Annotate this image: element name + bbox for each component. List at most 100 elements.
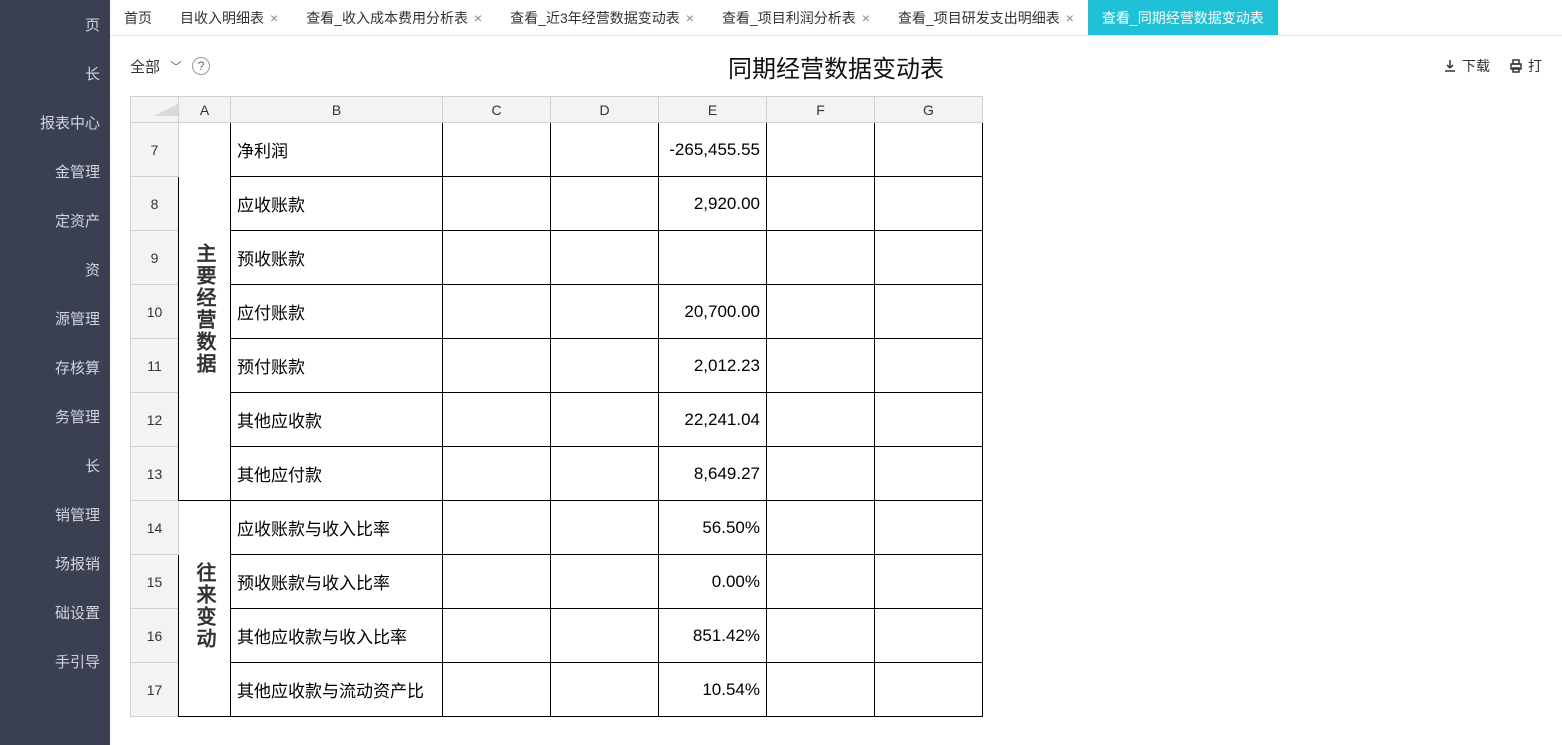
col-header-A[interactable]: A — [179, 97, 231, 123]
row-header[interactable]: 13 — [131, 447, 179, 501]
cell[interactable] — [875, 447, 983, 501]
row-header[interactable]: 16 — [131, 609, 179, 663]
cell[interactable]: 2,920.00 — [659, 177, 767, 231]
cell[interactable]: 0.00% — [659, 555, 767, 609]
col-header-B[interactable]: B — [231, 97, 443, 123]
cell[interactable] — [443, 339, 551, 393]
cell[interactable]: -265,455.55 — [659, 123, 767, 177]
cell[interactable] — [443, 123, 551, 177]
cell[interactable] — [443, 285, 551, 339]
cell[interactable]: 其他应收款 — [231, 393, 443, 447]
cell[interactable] — [767, 177, 875, 231]
cell[interactable]: 其他应付款 — [231, 447, 443, 501]
cell[interactable] — [443, 393, 551, 447]
cell[interactable] — [767, 231, 875, 285]
cell[interactable] — [551, 501, 659, 555]
col-header-C[interactable]: C — [443, 97, 551, 123]
cell[interactable] — [875, 555, 983, 609]
cell[interactable]: 2,012.23 — [659, 339, 767, 393]
cell[interactable] — [875, 339, 983, 393]
row-header[interactable]: 11 — [131, 339, 179, 393]
cell[interactable]: 预收账款与收入比率 — [231, 555, 443, 609]
cell[interactable] — [767, 393, 875, 447]
cell[interactable]: 应付账款 — [231, 285, 443, 339]
cell[interactable] — [659, 231, 767, 285]
cell[interactable] — [767, 663, 875, 717]
cell[interactable] — [551, 393, 659, 447]
col-header-G[interactable]: G — [875, 97, 983, 123]
cell[interactable] — [551, 177, 659, 231]
cell[interactable]: 应收账款与收入比率 — [231, 501, 443, 555]
cell[interactable] — [875, 609, 983, 663]
cell[interactable] — [875, 177, 983, 231]
cell[interactable] — [767, 339, 875, 393]
cell[interactable]: 应收账款 — [231, 177, 443, 231]
sidebar-item-4[interactable]: 定资产 — [0, 196, 110, 245]
row-header[interactable]: 15 — [131, 555, 179, 609]
cell[interactable]: 20,700.00 — [659, 285, 767, 339]
cell[interactable] — [767, 609, 875, 663]
sidebar-item-11[interactable]: 场报销 — [0, 539, 110, 588]
cell[interactable] — [551, 339, 659, 393]
sidebar-item-2[interactable]: 报表中心 — [0, 98, 110, 147]
cell[interactable]: 8,649.27 — [659, 447, 767, 501]
cell[interactable]: 其他应收款与收入比率 — [231, 609, 443, 663]
col-header-D[interactable]: D — [551, 97, 659, 123]
tab-profit[interactable]: 查看_项目利润分析表× — [708, 0, 884, 35]
row-header[interactable]: 14 — [131, 501, 179, 555]
cell[interactable] — [443, 231, 551, 285]
cell[interactable] — [443, 447, 551, 501]
cell[interactable]: 22,241.04 — [659, 393, 767, 447]
spreadsheet[interactable]: A B C D E F G 7 主要经营数据 净利润 -265,455.55 — [110, 96, 1562, 745]
row-header[interactable]: 9 — [131, 231, 179, 285]
group-label-main[interactable]: 主要经营数据 — [179, 123, 231, 501]
sidebar-item-12[interactable]: 础设置 — [0, 588, 110, 637]
cell[interactable] — [551, 663, 659, 717]
cell[interactable] — [551, 231, 659, 285]
sidebar-item-8[interactable]: 务管理 — [0, 392, 110, 441]
sidebar-item-0[interactable]: 页 — [0, 0, 110, 49]
cell[interactable] — [875, 231, 983, 285]
cell[interactable] — [875, 285, 983, 339]
group-label-related[interactable]: 往来变动 — [179, 501, 231, 717]
cell[interactable]: 56.50% — [659, 501, 767, 555]
cell[interactable] — [767, 285, 875, 339]
cell[interactable] — [551, 609, 659, 663]
close-icon[interactable]: × — [474, 10, 482, 26]
cell[interactable]: 净利润 — [231, 123, 443, 177]
cell[interactable] — [551, 285, 659, 339]
download-button[interactable]: 下载 — [1442, 56, 1490, 76]
sidebar-item-9[interactable]: 长 — [0, 441, 110, 490]
cell[interactable] — [443, 663, 551, 717]
tab-rd[interactable]: 查看_项目研发支出明细表× — [884, 0, 1088, 35]
sidebar-item-1[interactable]: 长 — [0, 49, 110, 98]
cell[interactable] — [551, 123, 659, 177]
row-header[interactable]: 17 — [131, 663, 179, 717]
close-icon[interactable]: × — [1066, 10, 1074, 26]
close-icon[interactable]: × — [270, 10, 278, 26]
close-icon[interactable]: × — [686, 10, 694, 26]
sidebar-item-13[interactable]: 手引导 — [0, 637, 110, 686]
cell[interactable] — [875, 663, 983, 717]
cell[interactable] — [767, 555, 875, 609]
cell[interactable] — [443, 177, 551, 231]
cell[interactable]: 预付账款 — [231, 339, 443, 393]
cell[interactable] — [767, 501, 875, 555]
sidebar-item-6[interactable]: 源管理 — [0, 294, 110, 343]
help-icon[interactable]: ? — [192, 57, 210, 75]
cell[interactable] — [767, 123, 875, 177]
sidebar-item-7[interactable]: 存核算 — [0, 343, 110, 392]
tab-income-cost[interactable]: 查看_收入成本费用分析表× — [292, 0, 496, 35]
col-header-F[interactable]: F — [767, 97, 875, 123]
cell[interactable] — [875, 123, 983, 177]
print-button[interactable]: 打 — [1508, 56, 1542, 76]
cell[interactable]: 10.54% — [659, 663, 767, 717]
cell[interactable]: 851.42% — [659, 609, 767, 663]
tab-income-detail[interactable]: 目收入明细表× — [166, 0, 292, 35]
cell[interactable] — [551, 555, 659, 609]
row-header[interactable]: 8 — [131, 177, 179, 231]
close-icon[interactable]: × — [862, 10, 870, 26]
tab-3year[interactable]: 查看_近3年经营数据变动表× — [496, 0, 708, 35]
cell[interactable] — [443, 501, 551, 555]
cell[interactable] — [443, 555, 551, 609]
